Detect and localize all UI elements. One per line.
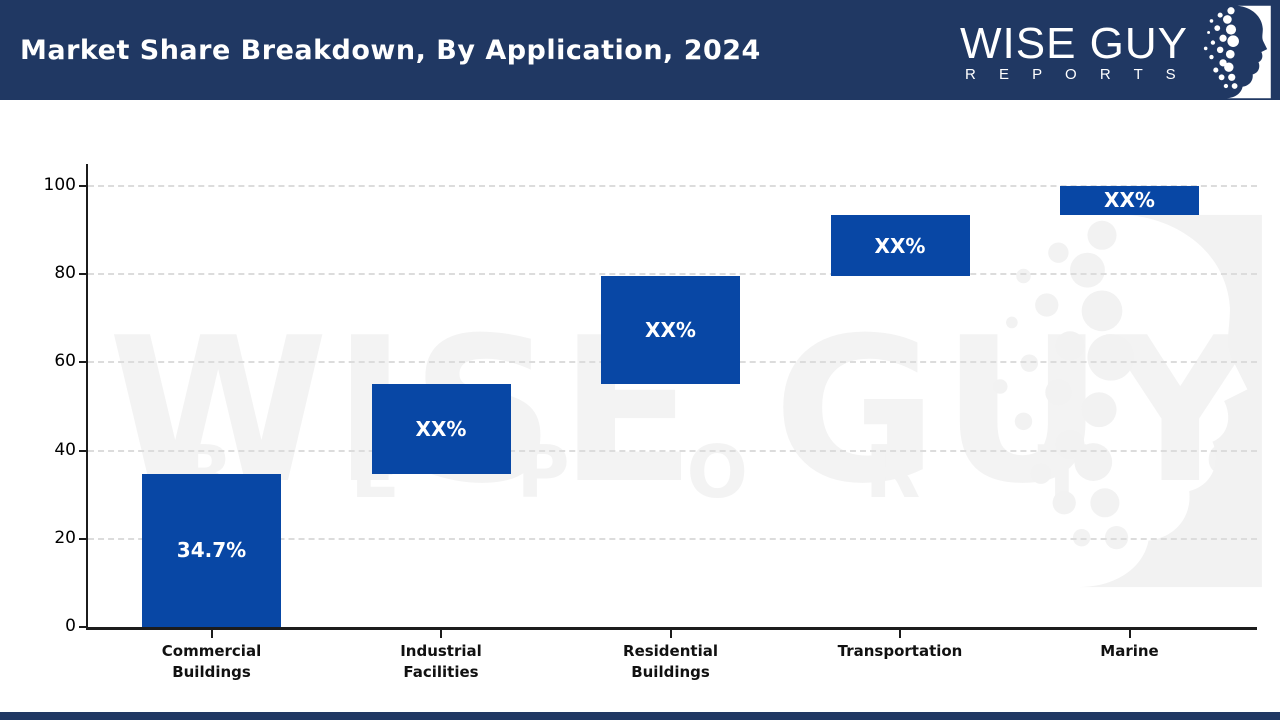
- y-tick-label: 80: [54, 263, 76, 284]
- y-tick-label: 100: [43, 175, 76, 195]
- logo-wordmark: WISE GUY R E P O R T S: [959, 19, 1188, 84]
- waterfall-bar-5: XX%: [1060, 186, 1199, 215]
- header-bar: Market Share Breakdown, By Application, …: [0, 0, 1280, 100]
- gridline: [88, 537, 1257, 540]
- y-axis-tick: [79, 361, 88, 364]
- wise-guy-logo: WISE GUY R E P O R T S: [960, 4, 1272, 100]
- bar-value-label: XX%: [874, 233, 926, 258]
- dotted-face-profile-icon: [1203, 5, 1271, 99]
- watermark-face-graphic: [942, 212, 1262, 594]
- logo-line1: WISE GUY: [959, 19, 1188, 68]
- x-category-label: Transportation: [837, 642, 963, 660]
- gridline: [88, 449, 1257, 452]
- gridline: [88, 185, 1257, 187]
- y-tick-label: 40: [54, 439, 76, 460]
- y-axis-tick: [79, 449, 88, 452]
- waterfall-bar-4: XX%: [830, 214, 970, 277]
- x-axis-tick: [669, 630, 672, 638]
- y-tick-label: 0: [65, 616, 76, 636]
- bar-value-label: 34.7%: [176, 538, 247, 563]
- x-category-label: Industrial Facilities: [400, 642, 482, 681]
- x-category-label: Residential Buildings: [623, 642, 718, 681]
- x-category-label: Marine: [1100, 642, 1159, 660]
- y-axis-line: [86, 164, 88, 629]
- x-axis-tick: [210, 630, 213, 638]
- y-axis-tick: [79, 185, 88, 187]
- x-category-label: Commercial Buildings: [161, 642, 262, 681]
- y-axis-tick: [79, 537, 88, 540]
- x-axis-tick: [899, 630, 901, 638]
- x-axis-tick: [440, 630, 442, 638]
- waterfall-bar-1: 34.7%: [142, 473, 281, 627]
- page-title: Market Share Breakdown, By Application, …: [20, 34, 761, 66]
- y-tick-label: 20: [54, 527, 76, 548]
- x-axis-tick: [1128, 630, 1131, 638]
- bar-value-label: XX%: [415, 417, 467, 442]
- x-axis-line: [86, 627, 1257, 630]
- waterfall-bar-3: XX%: [601, 276, 740, 385]
- bar-value-label: XX%: [1104, 188, 1155, 213]
- y-axis-tick: [79, 626, 88, 628]
- gridline: [88, 273, 1257, 276]
- footer-bar: [0, 712, 1280, 720]
- logo-line2: R E P O R T S: [964, 66, 1186, 83]
- bar-value-label: XX%: [645, 318, 696, 343]
- waterfall-chart: 0 20 40 60 80 100 34.7% Commercial Buildings XX%…: [0, 100, 1280, 712]
- waterfall-bar-2: XX%: [371, 384, 511, 474]
- y-axis-tick: [79, 273, 88, 276]
- y-tick-label: 60: [54, 351, 76, 372]
